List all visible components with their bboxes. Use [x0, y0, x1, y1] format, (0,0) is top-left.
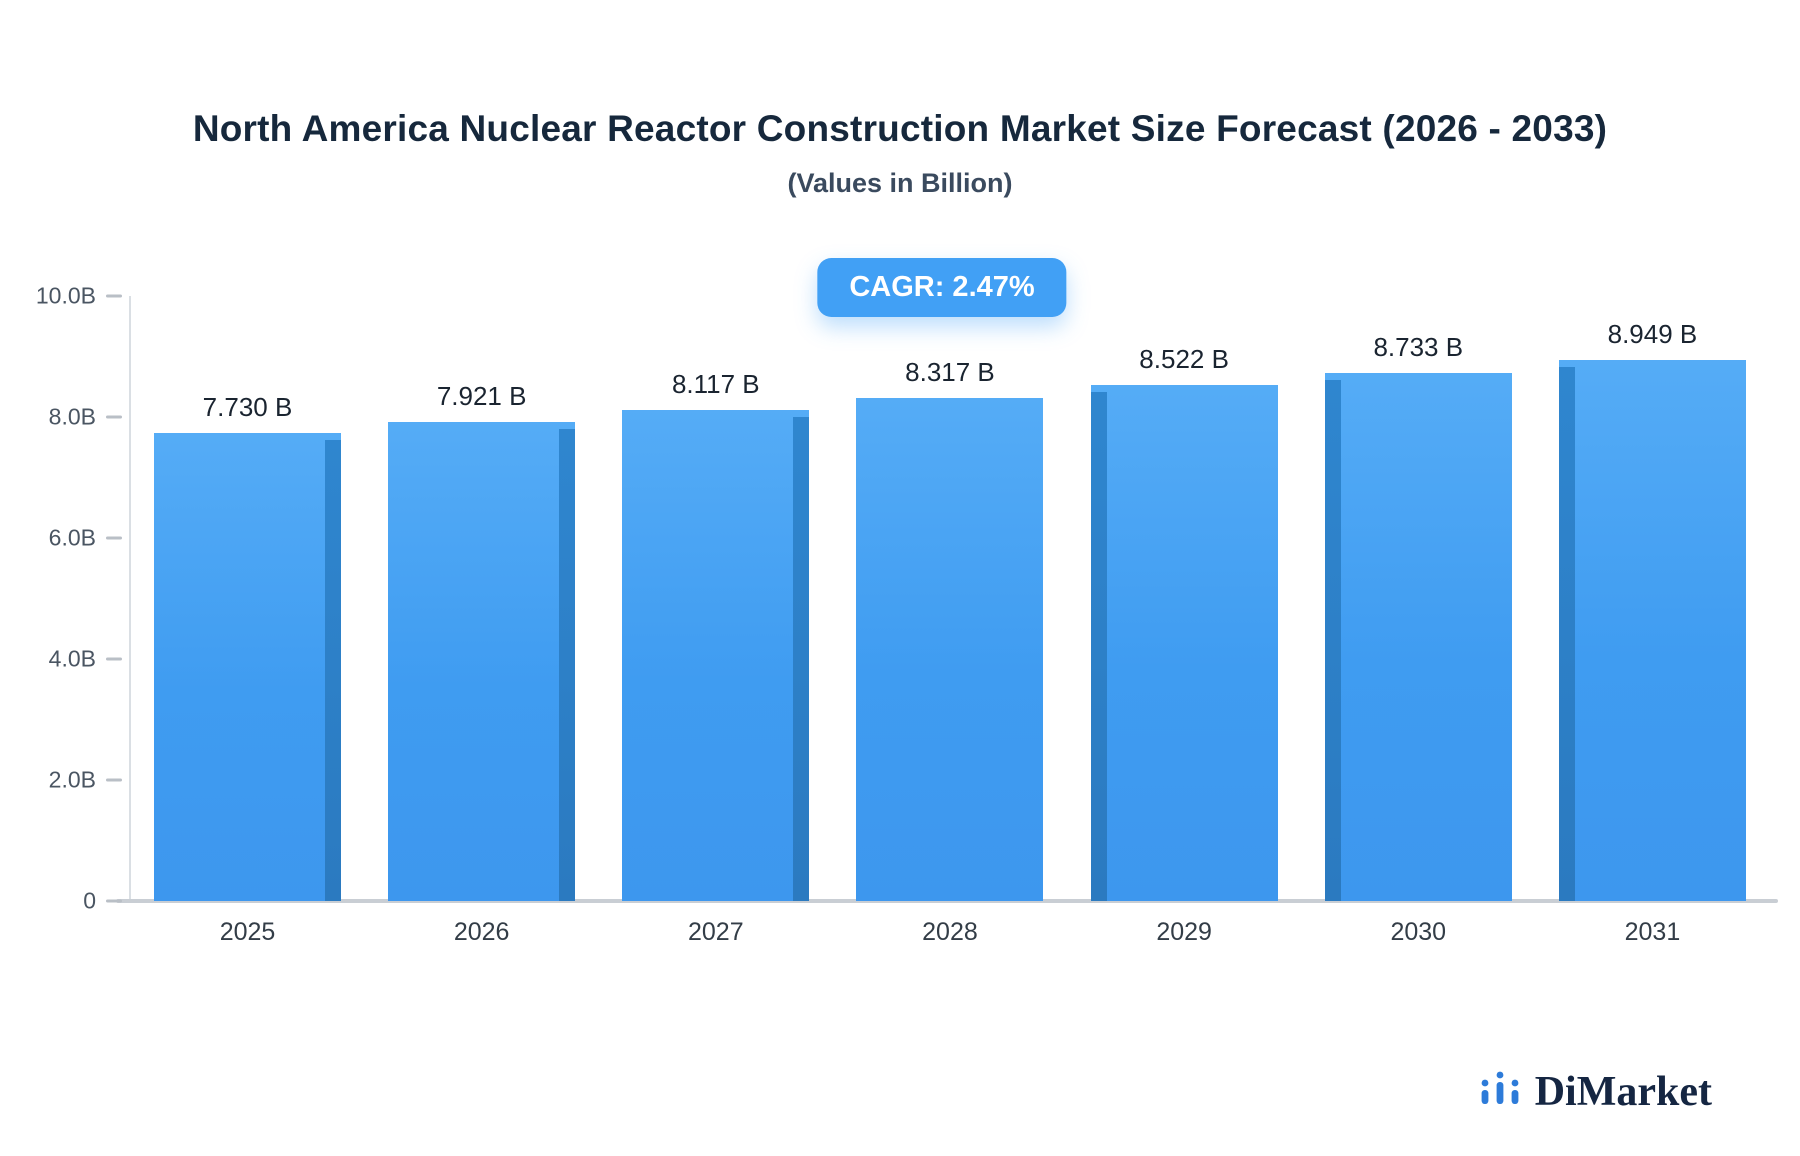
cagr-badge: CAGR: 2.47% [817, 258, 1067, 317]
bar-value-label: 8.949 B [1607, 318, 1698, 349]
bar-group: 8.117 B [622, 296, 810, 901]
bar-3d-side [1324, 379, 1341, 901]
y-axis-tick-mark [106, 657, 122, 661]
bar-2029[interactable] [1090, 385, 1278, 901]
x-axis-baseline [116, 899, 1778, 903]
bar-3d-side [1090, 392, 1107, 901]
bar-chart-logo-icon [1477, 1062, 1523, 1113]
x-axis-label: 2027 [688, 918, 744, 946]
y-axis-tick-label: 0 [83, 887, 96, 914]
bar-value-label: 7.730 B [202, 392, 293, 423]
chart-subtitle: (Values in Billion) [787, 168, 1013, 198]
x-axis-label: 2028 [922, 918, 978, 946]
bar-2031[interactable] [1558, 359, 1746, 901]
bar-value-label: 7.921 B [436, 380, 527, 411]
bar-3d-side [325, 440, 341, 901]
x-axis-label: 2026 [453, 918, 510, 946]
y-axis-ticks: 10.0B 8.0B 6.0B 4.0B 2.0B 0 [0, 283, 122, 914]
x-axis-label: 2025 [219, 918, 276, 946]
bar-value-label: 8.733 B [1373, 331, 1464, 362]
bar-2028[interactable] [856, 397, 1044, 901]
y-axis-tick-mark [106, 415, 122, 419]
bar-group: 8.733 B [1324, 296, 1512, 901]
y-axis-tick-mark [106, 294, 122, 298]
y-axis-tick-mark [106, 536, 122, 540]
brand-name: DiMarket [1534, 1069, 1712, 1115]
y-axis-tick-label: 4.0B [48, 645, 96, 672]
chart-title: North America Nuclear Reactor Constructi… [192, 108, 1608, 149]
y-axis-tick: 8.0B [49, 404, 122, 431]
y-axis-tick: 0 [83, 888, 122, 915]
x-axis-label: 2029 [1156, 918, 1212, 946]
y-axis-tick: 6.0B [49, 525, 122, 552]
y-axis-tick-label: 8.0B [48, 403, 96, 430]
bar-3d-side [793, 416, 810, 901]
bar-group: 8.522 B [1090, 296, 1278, 901]
plot-area: 7.730 B 7.921 B 8.117 B 8.317 B 8.522 B 8.733… [130, 296, 1770, 901]
bar-group: 8.949 B [1558, 296, 1746, 901]
y-axis-tick: 10.0B [36, 283, 122, 310]
y-axis-tick: 4.0B [49, 646, 122, 673]
x-axis-label: 2030 [1390, 918, 1447, 946]
y-axis-tick-label: 10.0B [35, 282, 96, 309]
brand-logo[interactable]: DiMarket [1477, 1062, 1712, 1113]
y-axis-tick-label: 2.0B [48, 766, 96, 793]
bar-group: 7.921 B [388, 296, 576, 901]
bar-value-label: 8.522 B [1139, 344, 1229, 375]
bar-2027[interactable] [622, 409, 810, 901]
bar-2026[interactable] [388, 421, 576, 901]
bar-value-label: 8.117 B [671, 368, 760, 399]
bar-3d-side [1558, 366, 1575, 901]
bar-2030[interactable] [1324, 372, 1512, 901]
bar-2025[interactable] [154, 433, 341, 901]
bar-group: 8.317 B [856, 296, 1044, 901]
bar-3d-side [559, 428, 576, 901]
bars: 7.730 B 7.921 B 8.117 B 8.317 B 8.522 B 8.733… [130, 296, 1770, 901]
y-axis-line [129, 296, 131, 901]
bar-value-label: 8.317 B [905, 356, 995, 387]
y-axis-tick-mark [106, 778, 122, 782]
y-axis-tick: 2.0B [49, 767, 122, 794]
y-axis-tick-mark [106, 899, 122, 903]
y-axis-tick-label: 6.0B [48, 524, 96, 551]
x-axis-label: 2031 [1624, 918, 1681, 946]
x-axis-labels: 2025 2026 2027 2028 2029 2030 2031 [130, 918, 1770, 947]
bar-group: 7.730 B [154, 296, 341, 901]
